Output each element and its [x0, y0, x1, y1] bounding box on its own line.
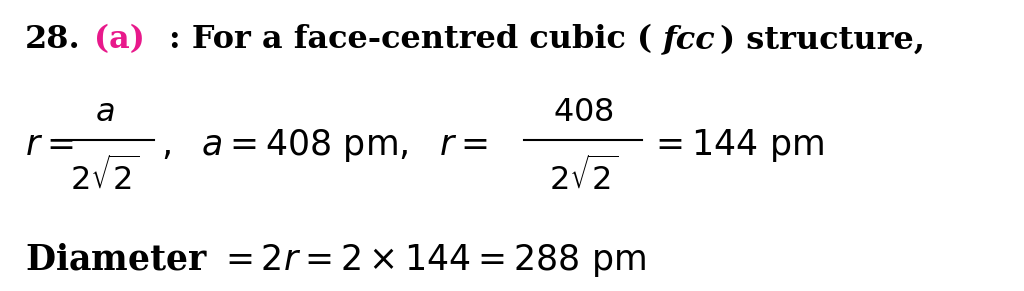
Text: $= 144\ \mathrm{pm}$: $= 144\ \mathrm{pm}$: [649, 127, 824, 164]
Text: $2\sqrt{2}$: $2\sqrt{2}$: [70, 158, 139, 198]
Text: Diameter $= 2r = 2 \times 144 = 288\ \mathrm{pm}$: Diameter $= 2r = 2 \times 144 = 288\ \ma…: [26, 241, 646, 279]
Text: 28.: 28.: [26, 24, 81, 55]
Text: $,\ \ a = 408\ \mathrm{pm},\ \ r =$: $,\ \ a = 408\ \mathrm{pm},\ \ r =$: [161, 127, 487, 164]
Text: $a$: $a$: [95, 97, 115, 128]
Text: $r =$: $r =$: [26, 129, 74, 162]
Text: (a): (a): [94, 24, 145, 55]
Text: : For a face-centred cubic (: : For a face-centred cubic (: [169, 24, 652, 55]
Text: fcc: fcc: [663, 24, 716, 55]
Text: $2\sqrt{2}$: $2\sqrt{2}$: [549, 158, 617, 198]
Text: ) structure,: ) structure,: [720, 24, 925, 55]
Text: $408$: $408$: [553, 97, 613, 128]
